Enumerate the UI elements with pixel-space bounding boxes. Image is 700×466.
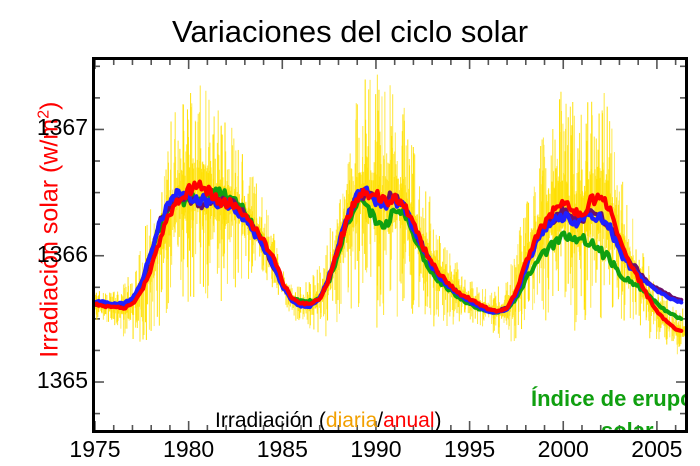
x-tick-label-1995: 1995 [444,436,496,462]
x-tick-label-1985: 1985 [256,436,308,462]
x-tick-label-2005: 2005 [631,436,683,462]
legend-irradiance-prefix: Irradiación ( [215,409,326,432]
y-axis-label-close: ) [35,101,64,110]
plot-svg [95,60,685,430]
y-tick-label-1366: 1366 [36,240,88,267]
y-axis-label-main: Irradiación solar (w/m [35,118,64,358]
legend-daily-label: diaria [325,409,378,432]
plot-area: Irradiación (diaria/anual) Observación d… [92,57,688,433]
y-tick-label-1365: 1365 [36,367,88,393]
legend-annual-label: anual [383,409,435,432]
legend-irradiance-suffix: ) [434,409,442,432]
y-tick-label-1367: 1367 [36,114,88,141]
page-title: Variaciones del ciclo solar [171,14,529,49]
legend-irradiance: Irradiación (diaria/anual) [215,409,442,432]
legend-flare-line1: Índice de erupción [531,386,685,411]
x-tick-label-1980: 1980 [163,436,215,462]
x-tick-label-1990: 1990 [350,436,402,462]
x-tick-label-1975: 1975 [69,436,121,462]
x-tick-label-2000: 2000 [537,436,589,462]
legend-flare-line2: solar [601,418,654,433]
legend-separator: / [377,409,384,432]
